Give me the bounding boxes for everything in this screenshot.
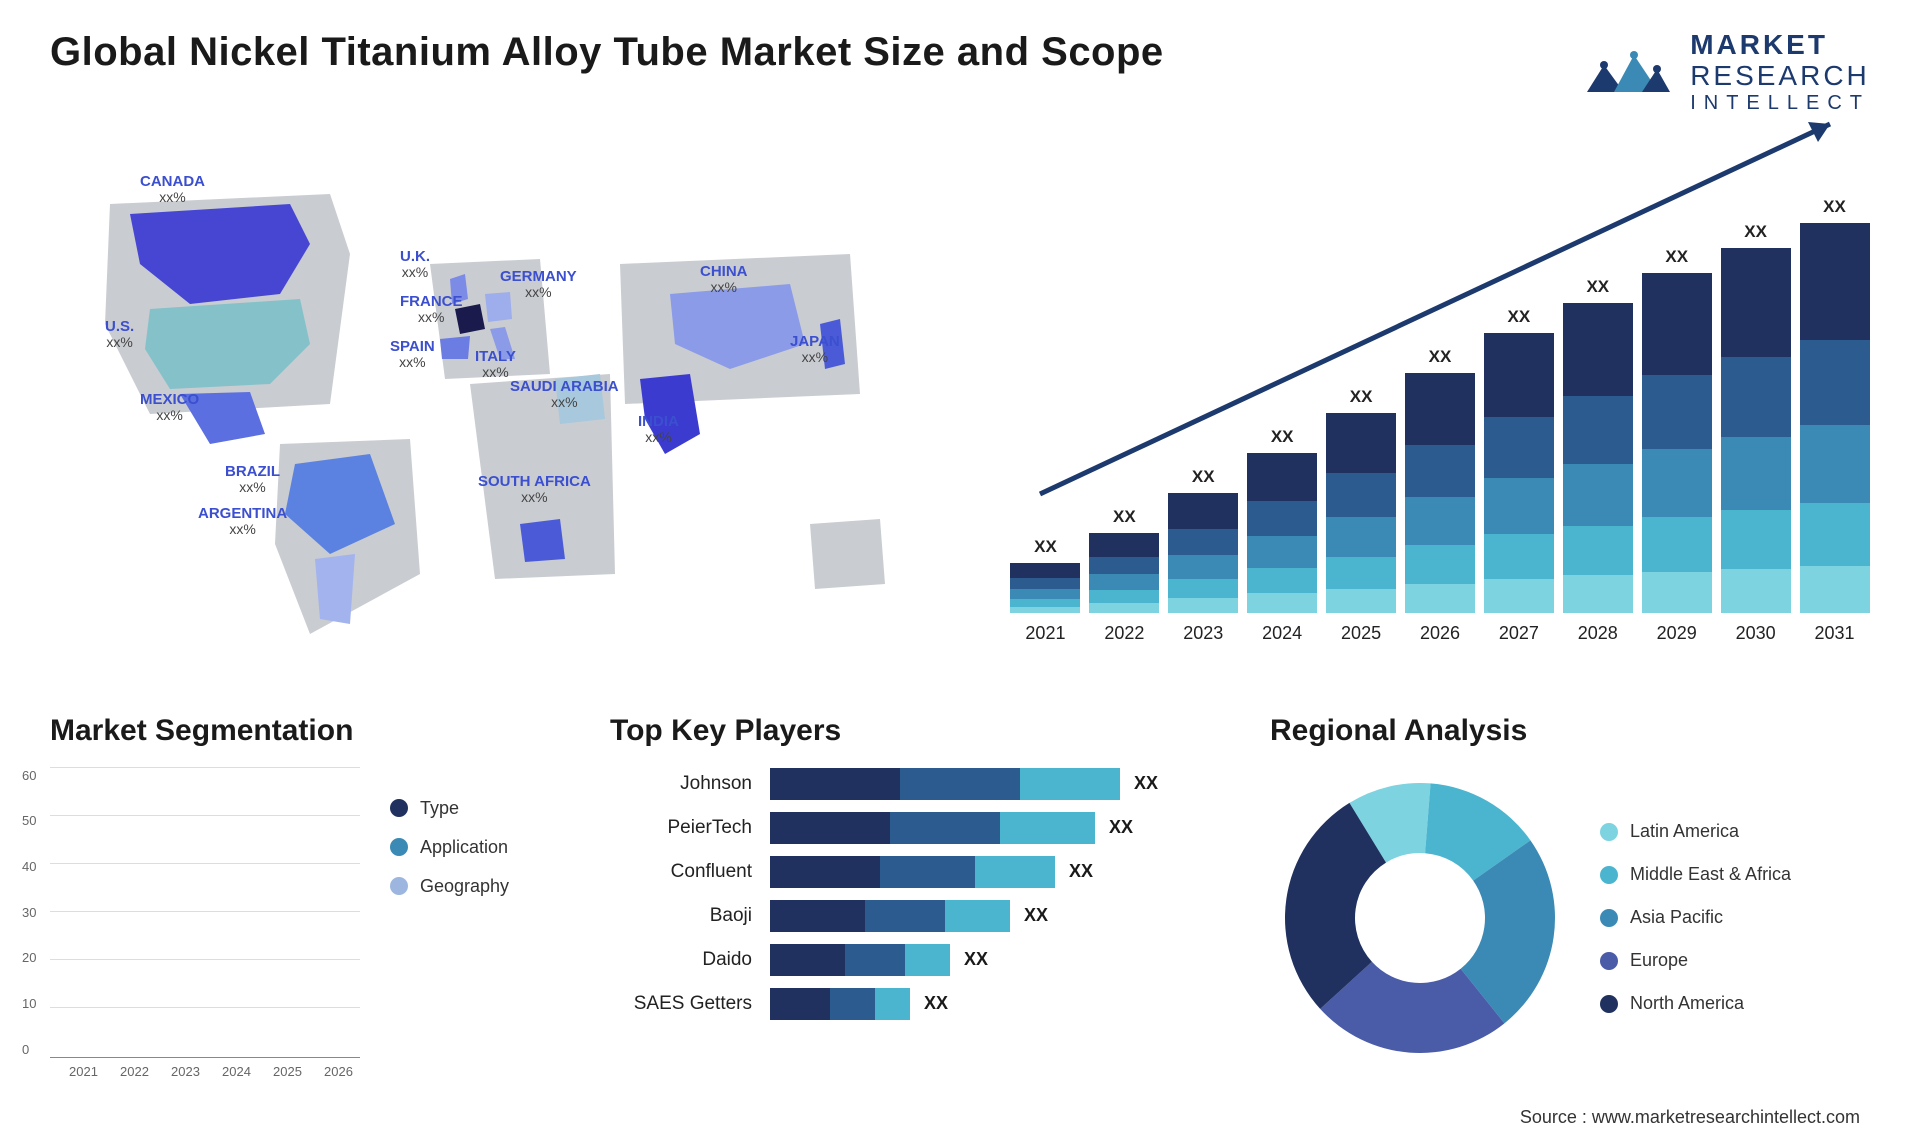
main-bar-year: 2029 <box>1657 623 1697 644</box>
map-label-argentina: ARGENTINAxx% <box>198 506 287 538</box>
kp-row-saes-getters: SAES Getters XX <box>610 988 1230 1020</box>
main-bar-year: 2027 <box>1499 623 1539 644</box>
segmentation-chart: 0102030405060 202120222023202420252026 <box>50 768 360 1058</box>
segmentation-panel: Market Segmentation 0102030405060 202120… <box>50 714 570 1114</box>
seg-legend-type: Type <box>390 798 509 819</box>
kp-name: SAES Getters <box>610 993 770 1015</box>
main-bar-2030: XX 2030 <box>1720 222 1791 644</box>
kp-name: Baoji <box>610 905 770 927</box>
kp-value: XX <box>1069 861 1093 882</box>
kp-value: XX <box>1109 817 1133 838</box>
main-bar-2025: XX 2025 <box>1326 387 1397 644</box>
map-label-china: CHINAxx% <box>700 264 748 296</box>
main-bar-2026: XX 2026 <box>1405 347 1476 644</box>
map-label-brazil: BRAZILxx% <box>225 464 280 496</box>
kp-value: XX <box>924 993 948 1014</box>
main-bar-2027: XX 2027 <box>1483 307 1554 644</box>
map-label-u-k-: U.K.xx% <box>400 249 430 281</box>
reg-legend-europe: Europe <box>1600 950 1791 971</box>
key-players-title: Top Key Players <box>610 714 1230 748</box>
main-bar-value: XX <box>1586 277 1609 297</box>
brand-logo: MARKET RESEARCH INTELLECT <box>1582 30 1870 114</box>
regional-donut-chart <box>1270 768 1570 1068</box>
map-label-italy: ITALYxx% <box>475 349 516 381</box>
main-bar-year: 2031 <box>1814 623 1854 644</box>
logo-line2: RESEARCH <box>1690 61 1870 92</box>
main-bar-2021: XX 2021 <box>1010 537 1081 644</box>
main-bar-2022: XX 2022 <box>1089 507 1160 644</box>
reg-legend-asia-pacific: Asia Pacific <box>1600 907 1791 928</box>
main-bar-value: XX <box>1192 467 1215 487</box>
main-bar-value: XX <box>1271 427 1294 447</box>
main-bar-value: XX <box>1429 347 1452 367</box>
kp-row-peiertech: PeierTech XX <box>610 812 1230 844</box>
main-bar-2029: XX 2029 <box>1641 247 1712 644</box>
logo-line1: MARKET <box>1690 30 1870 61</box>
kp-row-johnson: Johnson XX <box>610 768 1230 800</box>
main-bar-year: 2021 <box>1025 623 1065 644</box>
map-label-saudi-arabia: SAUDI ARABIAxx% <box>510 379 619 411</box>
main-bar-2028: XX 2028 <box>1562 277 1633 644</box>
map-label-u-s-: U.S.xx% <box>105 319 134 351</box>
map-label-canada: CANADAxx% <box>140 174 205 206</box>
main-bar-2031: XX 2031 <box>1799 197 1870 644</box>
kp-name: Confluent <box>610 861 770 883</box>
main-bar-year: 2023 <box>1183 623 1223 644</box>
main-bar-year: 2028 <box>1578 623 1618 644</box>
reg-legend-north-america: North America <box>1600 993 1791 1014</box>
country-safrica <box>520 519 565 562</box>
map-label-france: FRANCExx% <box>400 294 463 326</box>
main-bar-value: XX <box>1744 222 1767 242</box>
main-bar-chart-panel: XX 2021 XX 2022 XX 2023 XX 2024 XX 2025 XX 2026 XX 20… <box>1010 134 1870 664</box>
map-label-india: INDIAxx% <box>638 414 679 446</box>
regional-panel: Regional Analysis Latin America Middle Ea… <box>1270 714 1870 1114</box>
main-bar-value: XX <box>1034 537 1057 557</box>
seg-legend-application: Application <box>390 837 509 858</box>
country-argentina <box>315 554 355 624</box>
regional-legend: Latin America Middle East & Africa Asia Pa… <box>1600 821 1791 1014</box>
main-bar-value: XX <box>1823 197 1846 217</box>
main-bar-2024: XX 2024 <box>1247 427 1318 644</box>
map-label-spain: SPAINxx% <box>390 339 435 371</box>
kp-name: PeierTech <box>610 817 770 839</box>
page-title: Global Nickel Titanium Alloy Tube Market… <box>50 30 1164 75</box>
main-bar-year: 2030 <box>1736 623 1776 644</box>
country-spain <box>440 336 470 359</box>
world-map-panel: CANADAxx% U.S.xx% MEXICOxx% BRAZILxx% ARGENT… <box>50 134 970 664</box>
kp-row-confluent: Confluent XX <box>610 856 1230 888</box>
main-bar-value: XX <box>1350 387 1373 407</box>
main-bar-year: 2022 <box>1104 623 1144 644</box>
source-attribution: Source : www.marketresearchintellect.com <box>1520 1107 1860 1128</box>
main-bar-2023: XX 2023 <box>1168 467 1239 644</box>
seg-legend-geography: Geography <box>390 876 509 897</box>
kp-value: XX <box>1024 905 1048 926</box>
map-label-japan: JAPANxx% <box>790 334 840 366</box>
regional-title: Regional Analysis <box>1270 714 1870 748</box>
map-label-mexico: MEXICOxx% <box>140 392 199 424</box>
main-bar-value: XX <box>1665 247 1688 267</box>
kp-name: Johnson <box>610 773 770 795</box>
kp-value: XX <box>1134 773 1158 794</box>
map-label-germany: GERMANYxx% <box>500 269 577 301</box>
main-bar-value: XX <box>1113 507 1136 527</box>
kp-row-baoji: Baoji XX <box>610 900 1230 932</box>
main-bar-year: 2024 <box>1262 623 1302 644</box>
kp-value: XX <box>964 949 988 970</box>
main-bar-year: 2025 <box>1341 623 1381 644</box>
map-label-south-africa: SOUTH AFRICAxx% <box>478 474 591 506</box>
kp-name: Daido <box>610 949 770 971</box>
segmentation-legend: Type Application Geography <box>390 768 509 1058</box>
main-bar-value: XX <box>1508 307 1531 327</box>
kp-row-daido: Daido XX <box>610 944 1230 976</box>
reg-legend-middle-east-africa: Middle East & Africa <box>1600 864 1791 885</box>
reg-legend-latin-america: Latin America <box>1600 821 1791 842</box>
main-bar-year: 2026 <box>1420 623 1460 644</box>
logo-mark-icon <box>1582 37 1672 107</box>
key-players-panel: Top Key Players JohnsonXXPeierTechXXConf… <box>610 714 1230 1114</box>
logo-line3: INTELLECT <box>1690 92 1870 114</box>
segmentation-title: Market Segmentation <box>50 714 570 748</box>
